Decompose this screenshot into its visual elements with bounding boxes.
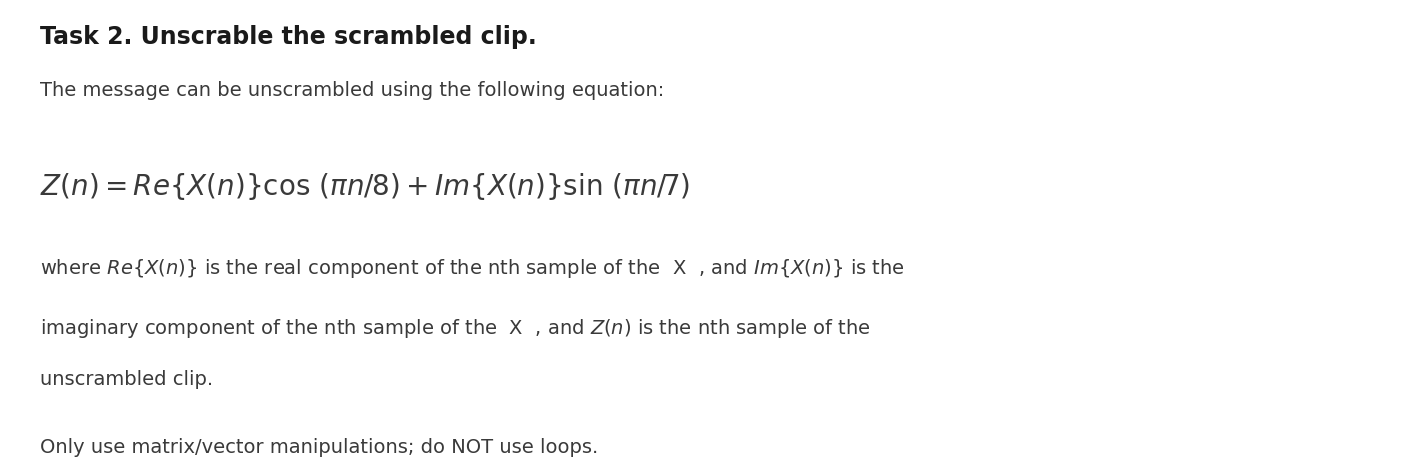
Text: unscrambled clip.: unscrambled clip.: [40, 370, 213, 389]
Text: where $Re\{X(n)\}$ is the real component of the nth sample of the  X  , and $Im\: where $Re\{X(n)\}$ is the real component…: [40, 257, 905, 280]
Text: The message can be unscrambled using the following equation:: The message can be unscrambled using the…: [40, 81, 665, 100]
Text: $Z(n) = Re\{X(n)\}\cos\,(\pi n/8) + Im\{X(n)\}\sin\,(\pi n/7)$: $Z(n) = Re\{X(n)\}\cos\,(\pi n/8) + Im\{…: [40, 171, 690, 202]
Text: imaginary component of the nth sample of the  X  , and $Z(n)$ is the nth sample : imaginary component of the nth sample of…: [40, 317, 871, 340]
Text: Task 2. Unscrable the scrambled clip.: Task 2. Unscrable the scrambled clip.: [40, 25, 536, 50]
Text: Only use matrix/vector manipulations; do NOT use loops.: Only use matrix/vector manipulations; do…: [40, 438, 598, 457]
